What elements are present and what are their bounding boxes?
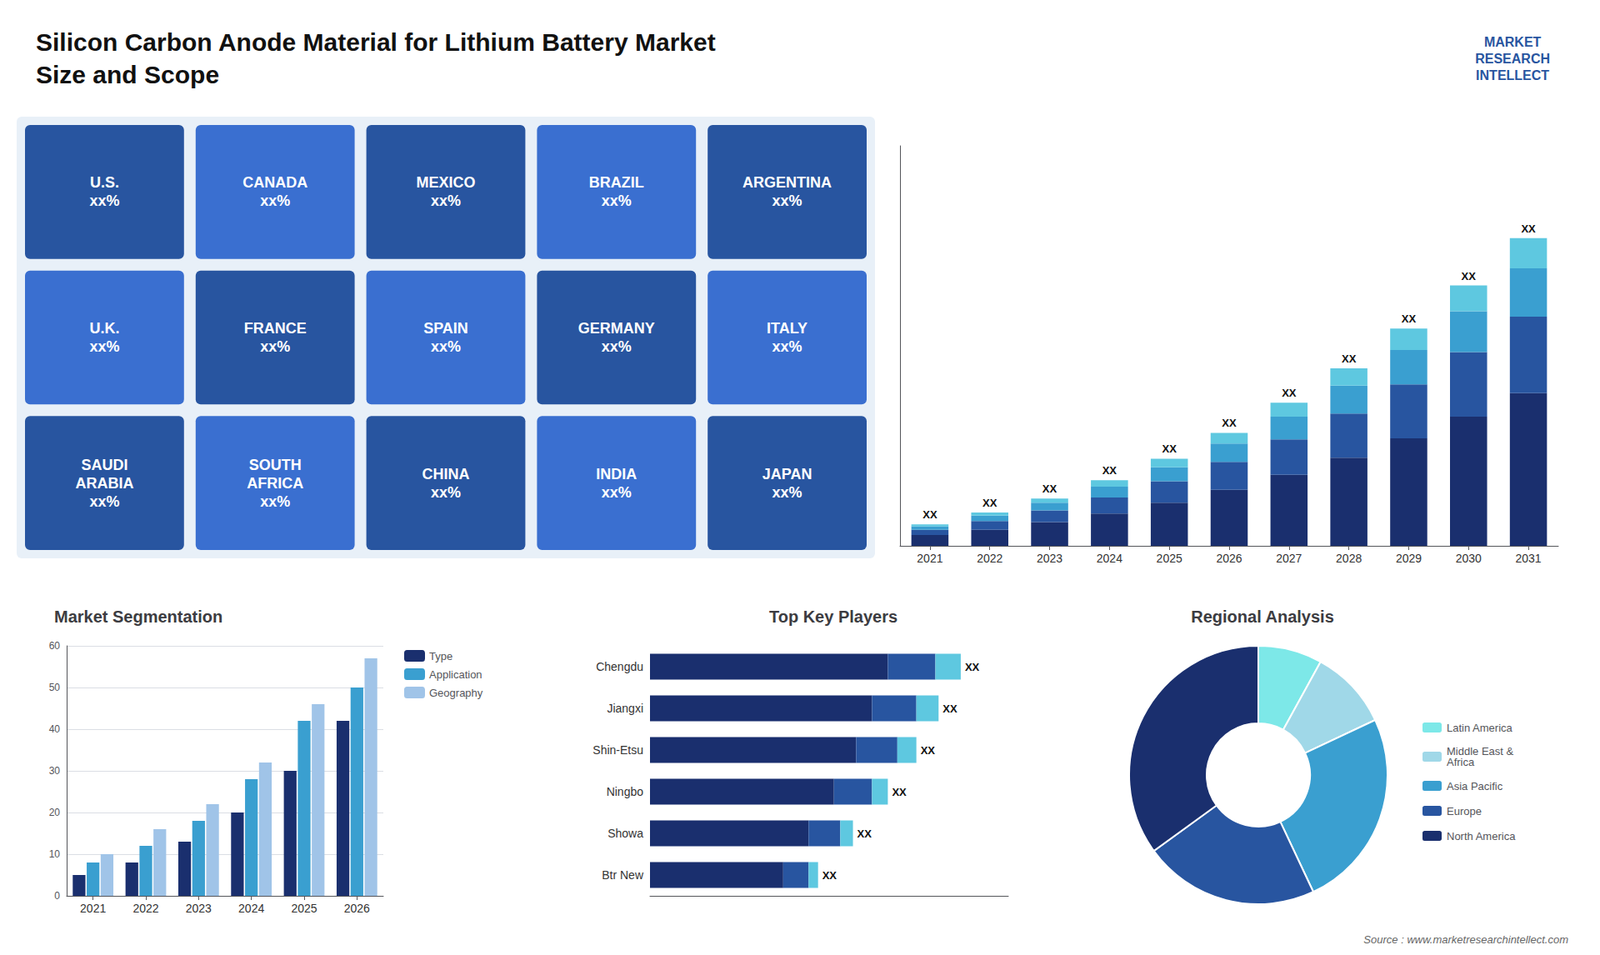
svg-text:GERMANY: GERMANY xyxy=(578,320,655,337)
svg-text:SAUDI: SAUDI xyxy=(80,456,128,474)
svg-text:JAPAN: JAPAN xyxy=(762,465,813,483)
svg-text:xx%: xx% xyxy=(772,338,803,355)
svg-text:MARKET: MARKET xyxy=(1484,35,1542,50)
svg-text:U.S.: U.S. xyxy=(90,174,120,191)
svg-text:Middle East &: Middle East & xyxy=(1446,745,1514,758)
svg-text:2022: 2022 xyxy=(132,901,159,915)
svg-text:xx%: xx% xyxy=(260,493,290,510)
svg-text:INTELLECT: INTELLECT xyxy=(1475,68,1550,83)
svg-text:2024: 2024 xyxy=(1096,551,1123,565)
svg-text:XX: XX xyxy=(1520,222,1536,235)
svg-text:2025: 2025 xyxy=(1156,551,1183,565)
svg-text:Application: Application xyxy=(429,668,483,681)
svg-text:2029: 2029 xyxy=(1395,551,1422,565)
svg-text:Geography: Geography xyxy=(429,686,484,700)
svg-text:AFRICA: AFRICA xyxy=(246,475,304,492)
svg-text:U.K.: U.K. xyxy=(89,320,120,337)
svg-text:Silicon Carbon Anode Material: Silicon Carbon Anode Material for Lithiu… xyxy=(35,28,716,56)
svg-text:Shin-Etsu: Shin-Etsu xyxy=(592,743,644,757)
svg-text:ARABIA: ARABIA xyxy=(75,475,134,492)
svg-text:2027: 2027 xyxy=(1275,551,1302,565)
svg-text:XX: XX xyxy=(1042,482,1058,495)
svg-text:MEXICO: MEXICO xyxy=(415,174,475,191)
svg-text:xx%: xx% xyxy=(89,338,120,355)
svg-text:2021: 2021 xyxy=(916,551,943,565)
svg-text:Chengdu: Chengdu xyxy=(595,660,644,674)
svg-text:2025: 2025 xyxy=(290,901,317,915)
svg-text:2024: 2024 xyxy=(238,901,265,915)
svg-text:XX: XX xyxy=(1102,464,1118,477)
svg-text:2021: 2021 xyxy=(80,901,106,915)
svg-text:Asia Pacific: Asia Pacific xyxy=(1446,780,1504,793)
svg-text:Regional Analysis: Regional Analysis xyxy=(1190,607,1335,626)
svg-text:xx%: xx% xyxy=(601,484,632,501)
svg-text:XX: XX xyxy=(891,785,907,799)
svg-text:XX: XX xyxy=(1221,416,1237,430)
svg-text:Size and Scope: Size and Scope xyxy=(35,60,220,89)
svg-text:XX: XX xyxy=(922,508,938,521)
svg-text:CHINA: CHINA xyxy=(422,465,470,483)
svg-text:Showa: Showa xyxy=(607,826,644,840)
svg-text:2026: 2026 xyxy=(1215,551,1242,565)
svg-text:RESEARCH: RESEARCH xyxy=(1475,51,1550,66)
svg-text:xx%: xx% xyxy=(772,484,803,501)
svg-text:BRAZIL: BRAZIL xyxy=(589,174,645,191)
svg-text:xx%: xx% xyxy=(430,338,461,355)
svg-text:XX: XX xyxy=(1461,270,1477,283)
svg-text:XX: XX xyxy=(1162,442,1178,455)
svg-text:SPAIN: SPAIN xyxy=(423,320,469,337)
svg-text:ITALY: ITALY xyxy=(766,320,808,337)
svg-text:Top Key Players: Top Key Players xyxy=(769,607,898,626)
svg-text:2028: 2028 xyxy=(1335,551,1362,565)
svg-text:2023: 2023 xyxy=(1036,551,1063,565)
svg-text:INDIA: INDIA xyxy=(595,465,637,483)
svg-text:SOUTH: SOUTH xyxy=(249,456,302,474)
svg-text:xx%: xx% xyxy=(772,192,803,210)
svg-text:XX: XX xyxy=(857,827,873,840)
svg-text:xx%: xx% xyxy=(260,338,290,355)
svg-text:Btr New: Btr New xyxy=(601,868,645,882)
svg-text:XX: XX xyxy=(822,869,838,882)
svg-text:0: 0 xyxy=(54,890,60,902)
svg-text:20: 20 xyxy=(49,806,61,819)
svg-text:2031: 2031 xyxy=(1515,551,1542,565)
svg-text:XX: XX xyxy=(1401,312,1417,325)
svg-text:XX: XX xyxy=(1341,352,1357,365)
svg-text:30: 30 xyxy=(49,765,61,777)
svg-text:2023: 2023 xyxy=(185,901,212,915)
svg-text:XX: XX xyxy=(920,744,936,757)
svg-text:XX: XX xyxy=(942,702,958,715)
svg-text:XX: XX xyxy=(965,660,980,674)
svg-text:2022: 2022 xyxy=(976,551,1003,565)
svg-text:2030: 2030 xyxy=(1455,551,1482,565)
svg-text:Europe: Europe xyxy=(1446,805,1482,818)
svg-text:XX: XX xyxy=(1281,386,1297,400)
svg-text:Ningbo: Ningbo xyxy=(606,785,645,799)
svg-text:Jiangxi: Jiangxi xyxy=(606,701,644,715)
svg-text:Source : www.marketresearchint: Source : www.marketresearchintellect.com xyxy=(1363,933,1569,946)
svg-text:North America: North America xyxy=(1446,830,1516,843)
svg-text:Africa: Africa xyxy=(1446,755,1475,769)
svg-text:xx%: xx% xyxy=(260,192,290,210)
svg-text:xx%: xx% xyxy=(430,192,461,210)
svg-text:10: 10 xyxy=(49,848,61,860)
svg-text:FRANCE: FRANCE xyxy=(244,320,307,337)
svg-text:xx%: xx% xyxy=(89,493,120,510)
svg-text:xx%: xx% xyxy=(89,192,120,210)
svg-text:xx%: xx% xyxy=(601,192,632,210)
svg-text:ARGENTINA: ARGENTINA xyxy=(742,174,832,191)
svg-text:Type: Type xyxy=(429,650,453,663)
svg-text:2026: 2026 xyxy=(344,901,370,915)
svg-text:40: 40 xyxy=(49,723,61,735)
svg-text:50: 50 xyxy=(49,681,61,694)
svg-text:CANADA: CANADA xyxy=(242,174,308,191)
svg-text:Market Segmentation: Market Segmentation xyxy=(54,607,223,626)
svg-text:XX: XX xyxy=(982,496,998,510)
svg-text:60: 60 xyxy=(49,640,61,652)
svg-text:Latin America: Latin America xyxy=(1446,721,1514,735)
svg-text:xx%: xx% xyxy=(430,484,461,501)
svg-text:xx%: xx% xyxy=(601,338,632,355)
